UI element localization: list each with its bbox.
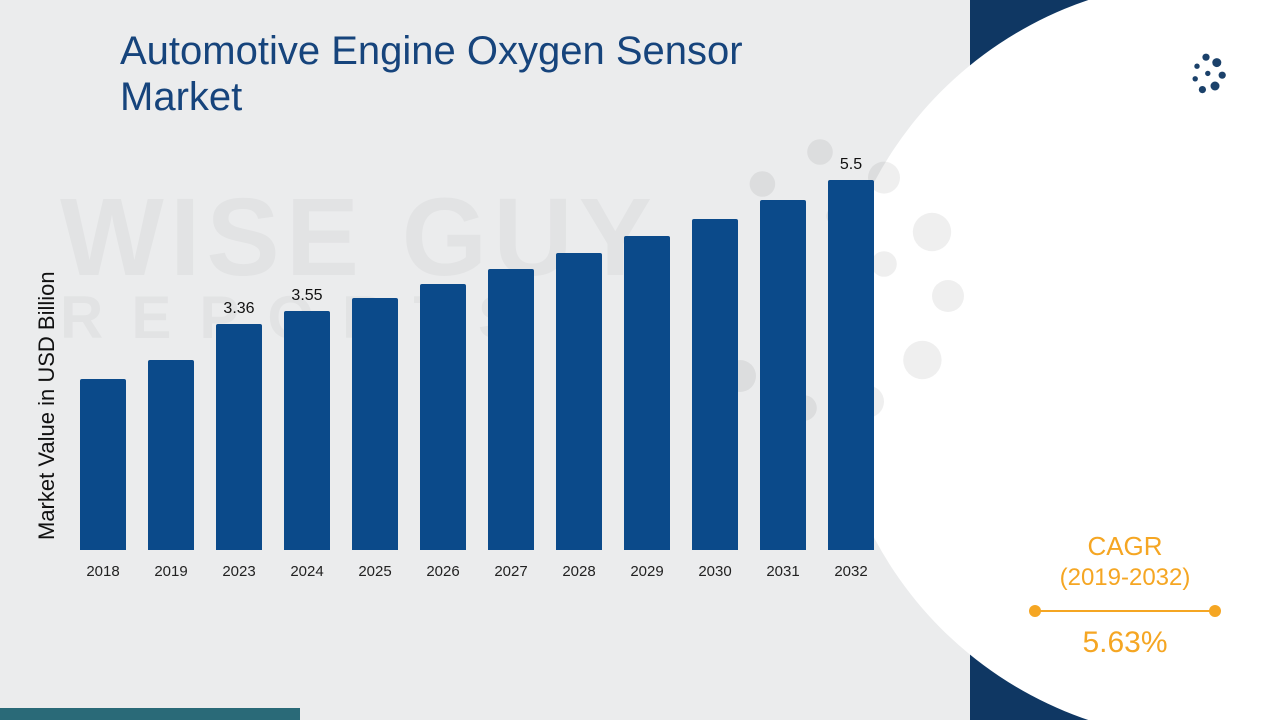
cagr-range: (2019-2032) (1000, 564, 1250, 592)
infographic-stage: WISE GUYREPORTS Automotive Engine Oxygen… (0, 0, 1280, 720)
bar (80, 379, 126, 550)
x-axis-tick-label: 2019 (154, 563, 187, 580)
x-axis-tick-label: 2018 (86, 563, 119, 580)
bar (284, 311, 330, 550)
bar (216, 324, 262, 550)
x-axis-tick-label: 2029 (630, 563, 663, 580)
cagr-label: CAGR (1000, 531, 1250, 562)
bar-value-label: 5.5 (821, 156, 881, 174)
plot-area: 3.363.555.5 (80, 160, 900, 550)
bar-value-label: 3.55 (277, 287, 337, 305)
x-axis-tick-label: 2031 (766, 563, 799, 580)
bar (692, 219, 738, 551)
x-axis-tick-label: 2024 (290, 563, 323, 580)
x-axis-tick-label: 2030 (698, 563, 731, 580)
y-axis-label: Market Value in USD Billion (34, 271, 60, 540)
x-axis-tick-label: 2023 (222, 563, 255, 580)
brand-head-icon (1152, 32, 1242, 122)
x-axis-tick-label: 2032 (834, 563, 867, 580)
bar (488, 269, 534, 550)
cagr-divider (1035, 610, 1215, 612)
x-axis-tick-label: 2026 (426, 563, 459, 580)
x-axis-tick-label: 2025 (358, 563, 391, 580)
page-title: Automotive Engine Oxygen Sensor Market (120, 28, 860, 120)
bar-chart: 3.363.555.5 2018201920232024202520262027… (80, 160, 900, 580)
bar (352, 298, 398, 550)
x-axis-tick-label: 2027 (494, 563, 527, 580)
cagr-value: 5.63% (1000, 626, 1250, 660)
bar (828, 180, 874, 550)
bar (420, 284, 466, 550)
bar (760, 200, 806, 550)
cagr-box: CAGR (2019-2032) 5.63% (1000, 531, 1250, 660)
bar (624, 236, 670, 550)
brand-logo: WISE GUY R E P O R T S (1012, 22, 1252, 74)
bottom-accent-bar (0, 708, 300, 720)
bar-value-label: 3.36 (209, 300, 269, 318)
bar (148, 360, 194, 550)
x-axis-tick-label: 2028 (562, 563, 595, 580)
bar (556, 253, 602, 550)
